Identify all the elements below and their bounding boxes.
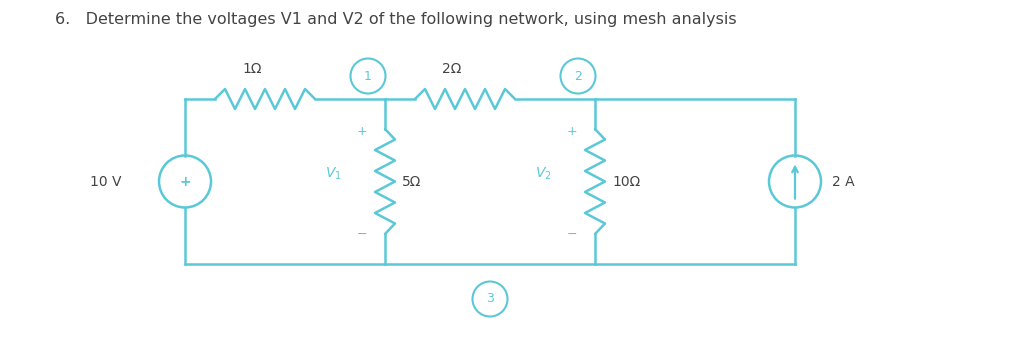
Text: $V_2$: $V_2$ bbox=[536, 166, 552, 182]
Text: 1: 1 bbox=[365, 69, 372, 82]
Text: $V_1$: $V_1$ bbox=[326, 166, 342, 182]
Text: −: − bbox=[356, 228, 368, 240]
Text: 10Ω: 10Ω bbox=[612, 175, 640, 189]
Text: −: − bbox=[566, 228, 578, 240]
Text: +: + bbox=[356, 126, 368, 138]
Text: 2: 2 bbox=[574, 69, 582, 82]
Text: 1Ω: 1Ω bbox=[243, 62, 262, 76]
Text: 6.   Determine the voltages V1 and V2 of the following network, using mesh analy: 6. Determine the voltages V1 and V2 of t… bbox=[55, 12, 736, 27]
Text: 5Ω: 5Ω bbox=[402, 175, 421, 189]
Text: 2 A: 2 A bbox=[831, 175, 855, 188]
Text: 2Ω: 2Ω bbox=[442, 62, 462, 76]
Text: +: + bbox=[179, 175, 190, 188]
Text: 10 V: 10 V bbox=[90, 175, 122, 188]
Text: 3: 3 bbox=[486, 292, 494, 306]
Text: +: + bbox=[566, 126, 578, 138]
